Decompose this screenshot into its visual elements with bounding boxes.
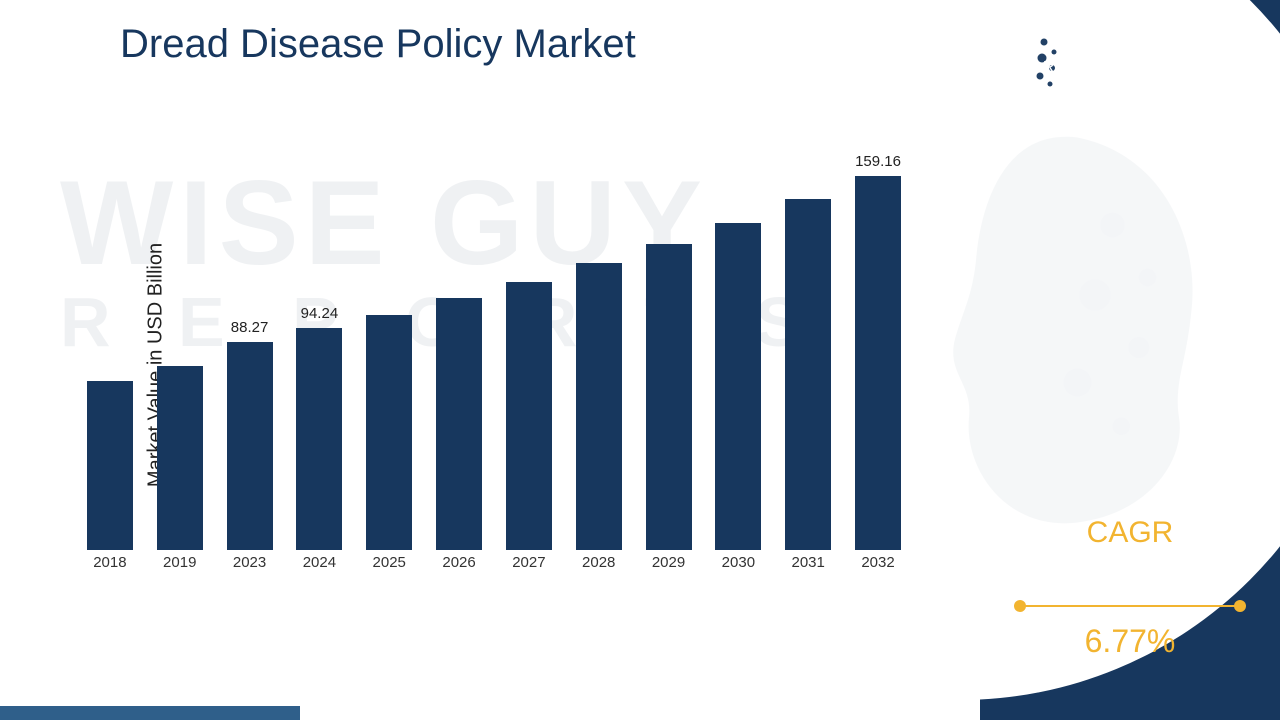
bar-value-label: 88.27 [226,319,274,336]
bottom-strip [0,706,300,720]
bar [506,282,552,550]
bar-wrap [156,150,204,550]
cagr-range: (2019-2032) [1010,554,1250,585]
bar-wrap [645,150,693,550]
bar-chart: Market Value in USD Billion 88.2794.2415… [82,150,902,580]
bar [157,366,203,550]
logo-line2: R E P O R T S [1043,59,1250,77]
bar-value-label: 159.16 [854,153,902,170]
bar-wrap [365,150,413,550]
cagr-value: 6.77% [1010,623,1250,660]
cagr-divider [1020,605,1240,607]
plot-area: 88.27 94.24 159.16 [86,150,902,550]
logo-line1: WISE GUY [1043,20,1250,57]
x-tick-label: 2025 [365,554,413,571]
x-tick-label: 2032 [854,554,902,571]
bar [785,199,831,550]
x-axis-labels: 2018 2019 2023 2024 2025 2026 2027 2028 2029 2030… [86,554,902,571]
x-tick-label: 2024 [295,554,343,571]
x-tick-label: 2030 [714,554,762,571]
bar-wrap: 94.24 [295,150,343,550]
x-tick-label: 2031 [784,554,832,571]
bar-wrap [435,150,483,550]
bar [366,315,412,550]
brand-logo: WISE GUY R E P O R T S [1043,20,1250,77]
x-tick-label: 2026 [435,554,483,571]
bar [715,223,761,550]
cagr-title: CAGR [1010,516,1250,550]
x-tick-label: 2018 [86,554,134,571]
bar-wrap: 88.27 [226,150,274,550]
x-tick-label: 2027 [505,554,553,571]
bar [855,176,901,550]
bar-wrap [86,150,134,550]
bar-wrap [505,150,553,550]
bar-value-label: 94.24 [295,305,343,322]
x-tick-label: 2023 [226,554,274,571]
bar [87,381,133,550]
bar [436,298,482,550]
bar [576,263,622,550]
bar-wrap [575,150,623,550]
bar-wrap [714,150,762,550]
x-tick-label: 2019 [156,554,204,571]
bar-wrap [784,150,832,550]
bar-wrap: 159.16 [854,150,902,550]
bar [227,342,273,550]
x-tick-label: 2028 [575,554,623,571]
bar [646,244,692,550]
chart-title: Dread Disease Policy Market [120,22,636,67]
x-tick-label: 2029 [645,554,693,571]
bar [296,328,342,550]
cagr-block: CAGR (2019-2032) 6.77% [1010,516,1250,660]
